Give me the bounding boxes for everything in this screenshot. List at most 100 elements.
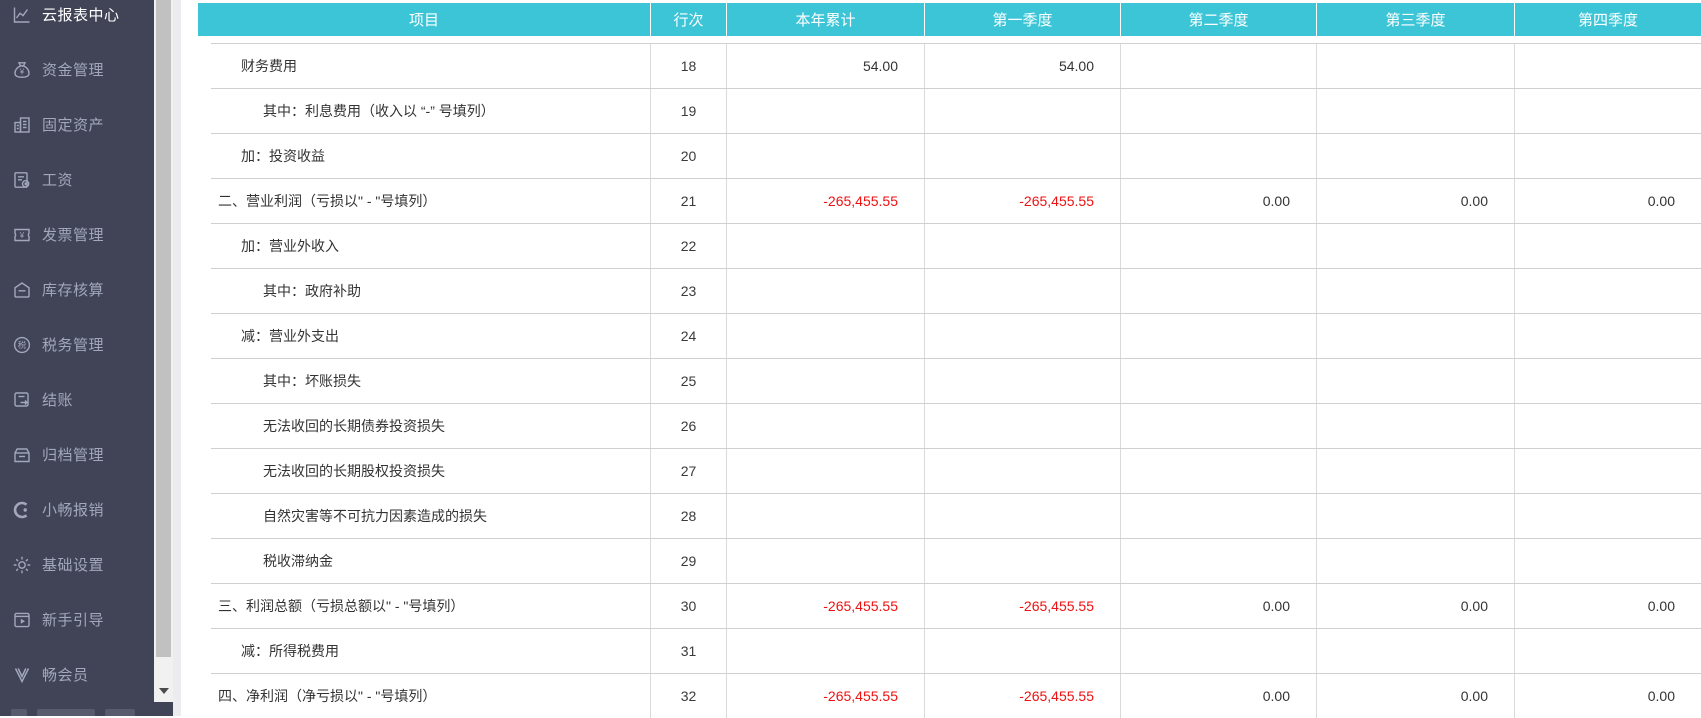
sidebar-item-6[interactable]: 库存核算 bbox=[0, 262, 154, 317]
item-cell: 四、净利润（净亏损以" - "号填列） bbox=[211, 674, 651, 718]
value-cell bbox=[925, 494, 1121, 538]
value-cell bbox=[1515, 494, 1701, 538]
payroll-sheet-icon bbox=[11, 169, 33, 191]
table-row-line-20: 加：投资收益 20 bbox=[211, 133, 1701, 178]
sidebar-item-1[interactable]: 云报表中心 bbox=[0, 0, 154, 42]
sidebar-item-13[interactable]: 畅会员 bbox=[0, 647, 154, 702]
column-header-1: 项目 bbox=[198, 3, 651, 36]
value-cell: 0.00 bbox=[1121, 179, 1317, 223]
sidebar-item-8[interactable]: 结账 bbox=[0, 372, 154, 427]
sidebar-item-11[interactable]: 基础设置 bbox=[0, 537, 154, 592]
scrollbar-thumb[interactable] bbox=[156, 0, 171, 657]
value-cell bbox=[1515, 314, 1701, 358]
line-number-cell: 31 bbox=[651, 629, 727, 673]
scroll-down-button[interactable] bbox=[154, 680, 173, 702]
sidebar-item-label: 资金管理 bbox=[42, 62, 105, 79]
value-cell bbox=[1317, 494, 1515, 538]
value-cell bbox=[1317, 359, 1515, 403]
sidebar-item-10[interactable]: 小畅报销 bbox=[0, 482, 154, 537]
value-cell bbox=[727, 449, 925, 493]
table-row-line-26: 无法收回的长期债券投资损失 26 bbox=[211, 403, 1701, 448]
warehouse-icon bbox=[11, 279, 33, 301]
sidebar-item-2[interactable]: ¥ 资金管理 bbox=[0, 42, 154, 97]
table-row-line-23: 其中：政府补助 23 bbox=[211, 268, 1701, 313]
value-cell bbox=[1515, 539, 1701, 583]
sidebar-scrollbar[interactable] bbox=[154, 0, 173, 702]
sidebar-item-9[interactable]: 归档管理 bbox=[0, 427, 154, 482]
table-row-line-29: 税收滞纳金 29 bbox=[211, 538, 1701, 583]
divider-strip bbox=[173, 0, 181, 716]
value-cell bbox=[1121, 89, 1317, 133]
sidebar-item-3[interactable]: 固定资产 bbox=[0, 97, 154, 152]
sidebar-item-label: 发票管理 bbox=[42, 227, 105, 244]
value-cell bbox=[1121, 539, 1317, 583]
gear-icon bbox=[11, 554, 33, 576]
table-row-line-21: 二、营业利润（亏损以" - "号填列） 21 -265,455.55 -265,455… bbox=[211, 178, 1701, 223]
value-cell bbox=[1515, 44, 1701, 88]
value-cell bbox=[1121, 269, 1317, 313]
svg-text:税: 税 bbox=[18, 340, 27, 350]
scroll-down-arrow-icon bbox=[158, 688, 169, 694]
value-cell: -265,455.55 bbox=[727, 674, 925, 718]
table-header-row: 项目 行次 本年累计 第一季度 第二季度 第三季度 第四季度 bbox=[198, 3, 1701, 36]
sidebar-item-label: 固定资产 bbox=[42, 117, 105, 134]
value-cell bbox=[1515, 629, 1701, 673]
value-cell bbox=[1317, 269, 1515, 313]
sidebar-item-label: 工资 bbox=[42, 172, 74, 189]
value-cell bbox=[925, 134, 1121, 178]
value-cell bbox=[1317, 89, 1515, 133]
value-cell bbox=[1317, 224, 1515, 268]
value-cell: 0.00 bbox=[1121, 674, 1317, 718]
sidebar-item-label: 税务管理 bbox=[42, 337, 105, 354]
sidebar-menu: 云报表中心 ¥ 资金管理 固定资产 工资 ¥ 发票管理 库存核算税 税务管理 结账 归档管理 小畅报销… bbox=[0, 0, 154, 702]
value-cell: -265,455.55 bbox=[925, 584, 1121, 628]
item-cell: 减：所得税费用 bbox=[211, 629, 651, 673]
reimburse-logo-icon bbox=[11, 499, 33, 521]
value-cell: 0.00 bbox=[1121, 584, 1317, 628]
value-cell bbox=[925, 539, 1121, 583]
item-cell: 加：投资收益 bbox=[211, 134, 651, 178]
value-cell: -265,455.55 bbox=[727, 179, 925, 223]
table-row-line-30: 三、利润总额（亏损总额以" - "号填列） 30 -265,455.55 -265,4… bbox=[211, 583, 1701, 628]
value-cell: 0.00 bbox=[1317, 674, 1515, 718]
value-cell: 0.00 bbox=[1317, 179, 1515, 223]
sidebar-item-label: 小畅报销 bbox=[42, 502, 105, 519]
value-cell bbox=[727, 404, 925, 448]
value-cell bbox=[727, 224, 925, 268]
tax-coin-icon: 税 bbox=[11, 334, 33, 356]
value-cell bbox=[727, 314, 925, 358]
guide-video-icon bbox=[11, 609, 33, 631]
value-cell bbox=[727, 269, 925, 313]
value-cell bbox=[1515, 404, 1701, 448]
sidebar-item-5[interactable]: ¥ 发票管理 bbox=[0, 207, 154, 262]
item-cell: 其中：利息费用（收入以 “-” 号填列） bbox=[211, 89, 651, 133]
line-number-cell: 26 bbox=[651, 404, 727, 448]
invoice-icon: ¥ bbox=[11, 224, 33, 246]
value-cell bbox=[1515, 224, 1701, 268]
table-row-line-19: 其中：利息费用（收入以 “-” 号填列） 19 bbox=[211, 88, 1701, 133]
value-cell bbox=[1121, 404, 1317, 448]
value-cell bbox=[925, 404, 1121, 448]
value-cell bbox=[1317, 539, 1515, 583]
value-cell bbox=[1317, 44, 1515, 88]
value-cell bbox=[1121, 44, 1317, 88]
value-cell bbox=[1515, 269, 1701, 313]
value-cell: 0.00 bbox=[1647, 598, 1675, 614]
table-row-line-28: 自然灾害等不可抗力因素造成的损失 28 bbox=[211, 493, 1701, 538]
sidebar-item-7[interactable]: 税 税务管理 bbox=[0, 317, 154, 372]
sidebar-item-12[interactable]: 新手引导 bbox=[0, 592, 154, 647]
value-cell bbox=[925, 224, 1121, 268]
value-cell bbox=[925, 89, 1121, 133]
sidebar-item-label: 基础设置 bbox=[42, 557, 105, 574]
table-row-line-31: 减：所得税费用 31 bbox=[211, 628, 1701, 673]
value-cell bbox=[925, 269, 1121, 313]
income-statement-report: 项目 行次 本年累计 第一季度 第二季度 第三季度 第四季度 财务费用 18 54.00 54.0… bbox=[181, 0, 1701, 718]
line-number-cell: 27 bbox=[651, 449, 727, 493]
line-number-cell: 29 bbox=[651, 539, 727, 583]
sidebar-item-4[interactable]: 工资 bbox=[0, 152, 154, 207]
item-cell: 无法收回的长期股权投资损失 bbox=[211, 449, 651, 493]
item-cell: 加：营业外收入 bbox=[211, 224, 651, 268]
value-cell bbox=[1317, 134, 1515, 178]
item-cell: 税收滞纳金 bbox=[211, 539, 651, 583]
